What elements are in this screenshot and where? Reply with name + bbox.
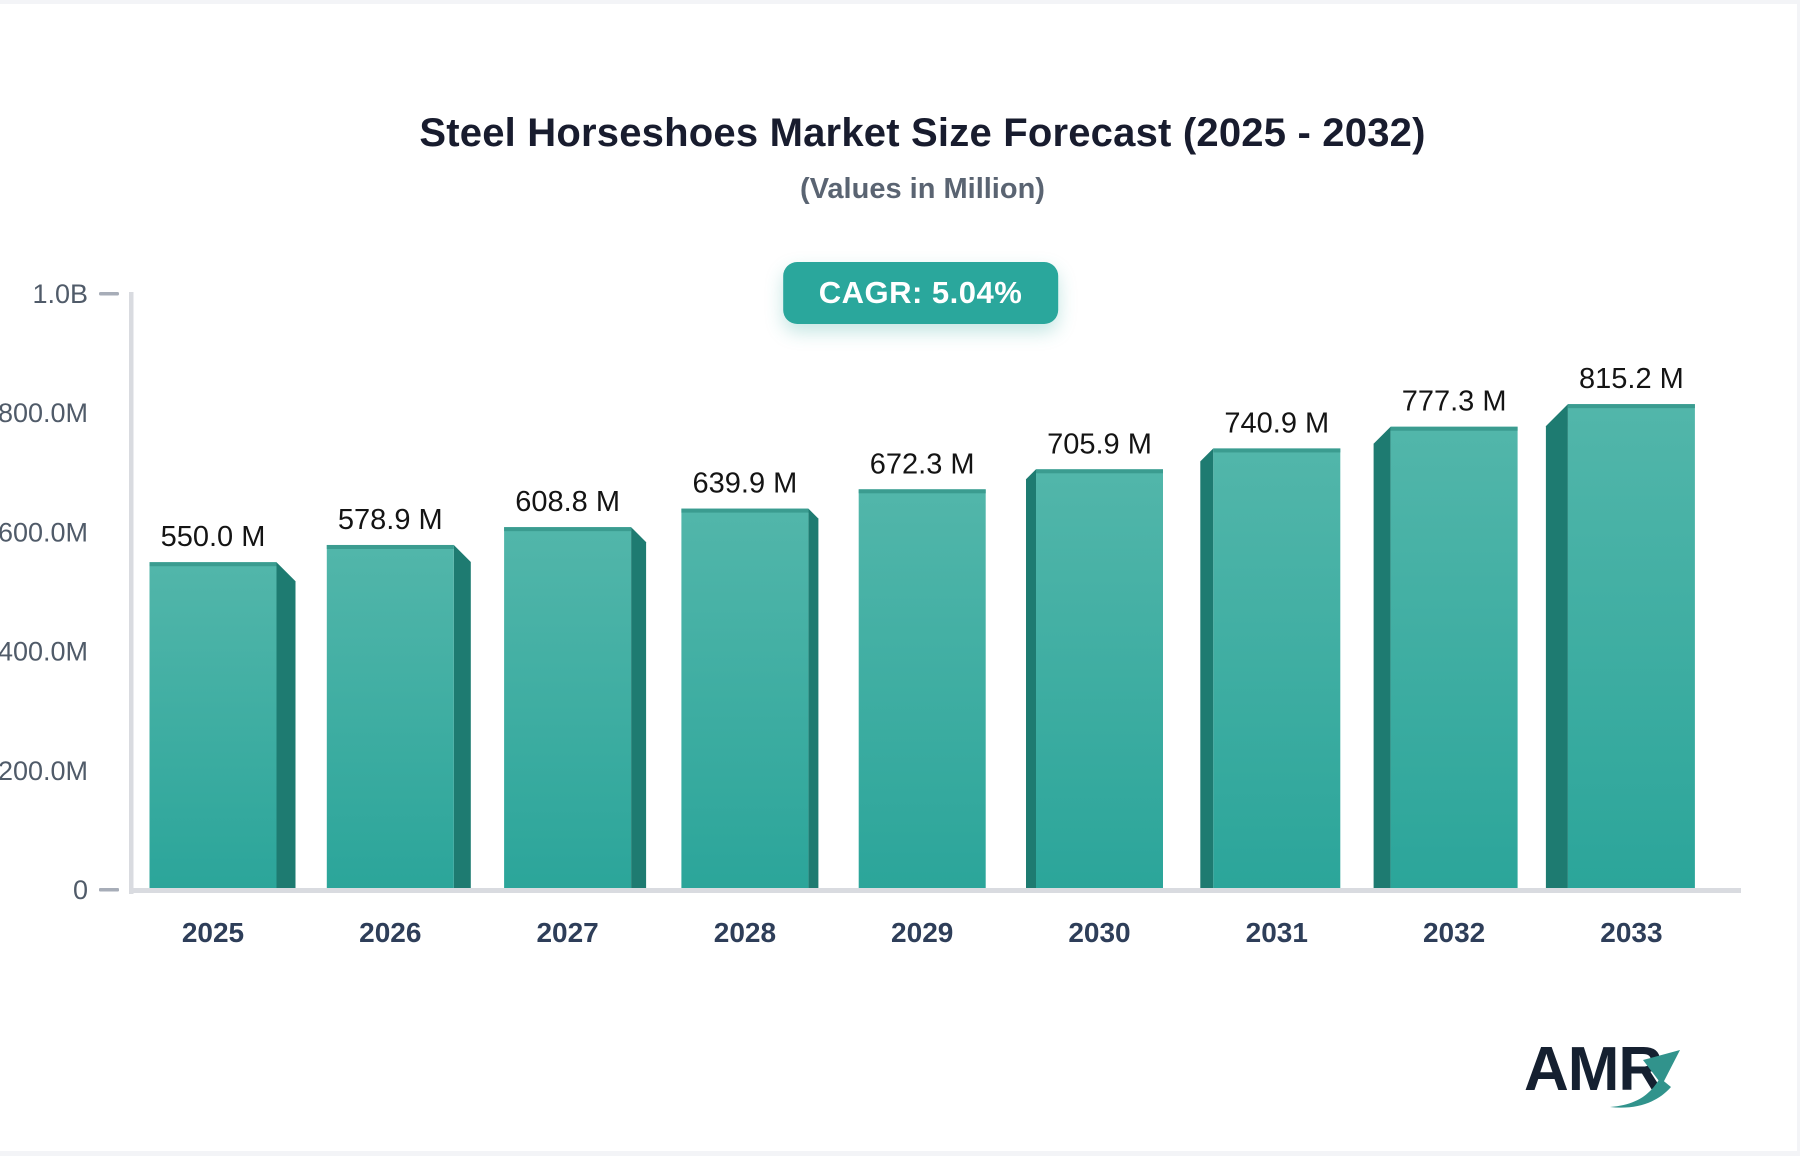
x-tick-label-2028: 2028 [714, 917, 776, 948]
bar-value-label-2030: 705.9 M [1047, 428, 1152, 460]
amr-logo-graphic: AMR [1524, 1035, 1680, 1108]
bar-value-label-2031: 740.9 M [1224, 407, 1329, 439]
amr-logo-text: AMR [1524, 1035, 1662, 1104]
chart-subtitle: (Values in Million) [800, 173, 1045, 205]
bar-2032 [1390, 426, 1518, 890]
growth-arrow-icon [1610, 1078, 1671, 1108]
x-tick-label-2027: 2027 [536, 917, 598, 948]
x-tick-label-2030: 2030 [1068, 917, 1130, 948]
growth-arrowhead-icon [1643, 1050, 1680, 1085]
bar-top-edge-2032 [1390, 426, 1518, 431]
amr-logo: AMR [1524, 1032, 1714, 1118]
x-tick-label-2026: 2026 [359, 917, 421, 948]
x-axis-line [129, 888, 1741, 893]
y-tick-label: 600.0M [0, 517, 88, 547]
bar-2031 [1213, 448, 1341, 890]
bar-2027 [504, 527, 632, 890]
bar-top-edge-2027 [504, 527, 632, 532]
y-tick-dash [99, 292, 119, 296]
bar-2026 [326, 544, 454, 890]
y-axis-line [129, 292, 134, 894]
bar-chart: 1.0B 800.0M 600.0M 400.0M 200.0M 0 550.0 M 578.… [0, 279, 1741, 948]
bar-top-edge-2031 [1213, 448, 1341, 453]
bar-side-2032 [1373, 426, 1391, 890]
bar-value-label-2033: 815.2 M [1579, 363, 1684, 395]
bar-2028 [681, 508, 809, 890]
bar-value-label-2028: 639.9 M [693, 468, 798, 500]
y-tick-dash-zero [99, 888, 119, 892]
bar-value-label-2029: 672.3 M [870, 448, 975, 480]
bar-side-2033 [1545, 404, 1568, 890]
y-tick-label: 800.0M [0, 398, 88, 428]
bar-top-edge-2029 [858, 489, 986, 494]
bar-top-edge-2030 [1036, 469, 1163, 474]
bar-side-2027 [631, 527, 647, 890]
bar-top-edge-2028 [681, 508, 809, 513]
bar-top-edge-2026 [326, 544, 454, 549]
x-tick-label-2025: 2025 [182, 917, 244, 948]
x-tick-label-2029: 2029 [891, 917, 953, 948]
bar-2033 [1567, 404, 1695, 890]
bar-value-label-2026: 578.9 M [338, 504, 443, 536]
cagr-badge: CAGR: 5.04% [782, 262, 1059, 324]
bar-side-2025 [276, 562, 296, 890]
x-tick-label-2032: 2032 [1423, 917, 1485, 948]
chart-title: Steel Horseshoes Market Size Forecast (2… [419, 111, 1426, 155]
bar-2029 [858, 489, 986, 890]
bar-value-label-2032: 777.3 M [1402, 386, 1507, 418]
y-tick-label: 200.0M [0, 756, 88, 786]
chart-card: 1.0B 800.0M 600.0M 400.0M 200.0M 0 550.0 M 578.… [0, 4, 1797, 1151]
bar-2025 [149, 562, 277, 890]
x-tick-label-2033: 2033 [1600, 917, 1662, 948]
x-tick-label-2031: 2031 [1246, 917, 1308, 948]
bar-2030 [1036, 469, 1163, 890]
bar-top-edge-2033 [1567, 404, 1695, 409]
bar-side-2028 [808, 508, 819, 890]
bar-side-2026 [453, 544, 471, 890]
y-tick-label: 1.0B [32, 279, 88, 309]
bar-value-label-2025: 550.0 M [161, 521, 266, 553]
bar-side-2031 [1200, 448, 1214, 890]
bar-value-label-2027: 608.8 M [515, 486, 620, 518]
bar-side-2030 [1026, 469, 1036, 890]
y-tick-label: 400.0M [0, 637, 88, 667]
bar-top-edge-2025 [149, 562, 277, 567]
y-tick-label: 0 [73, 875, 88, 905]
